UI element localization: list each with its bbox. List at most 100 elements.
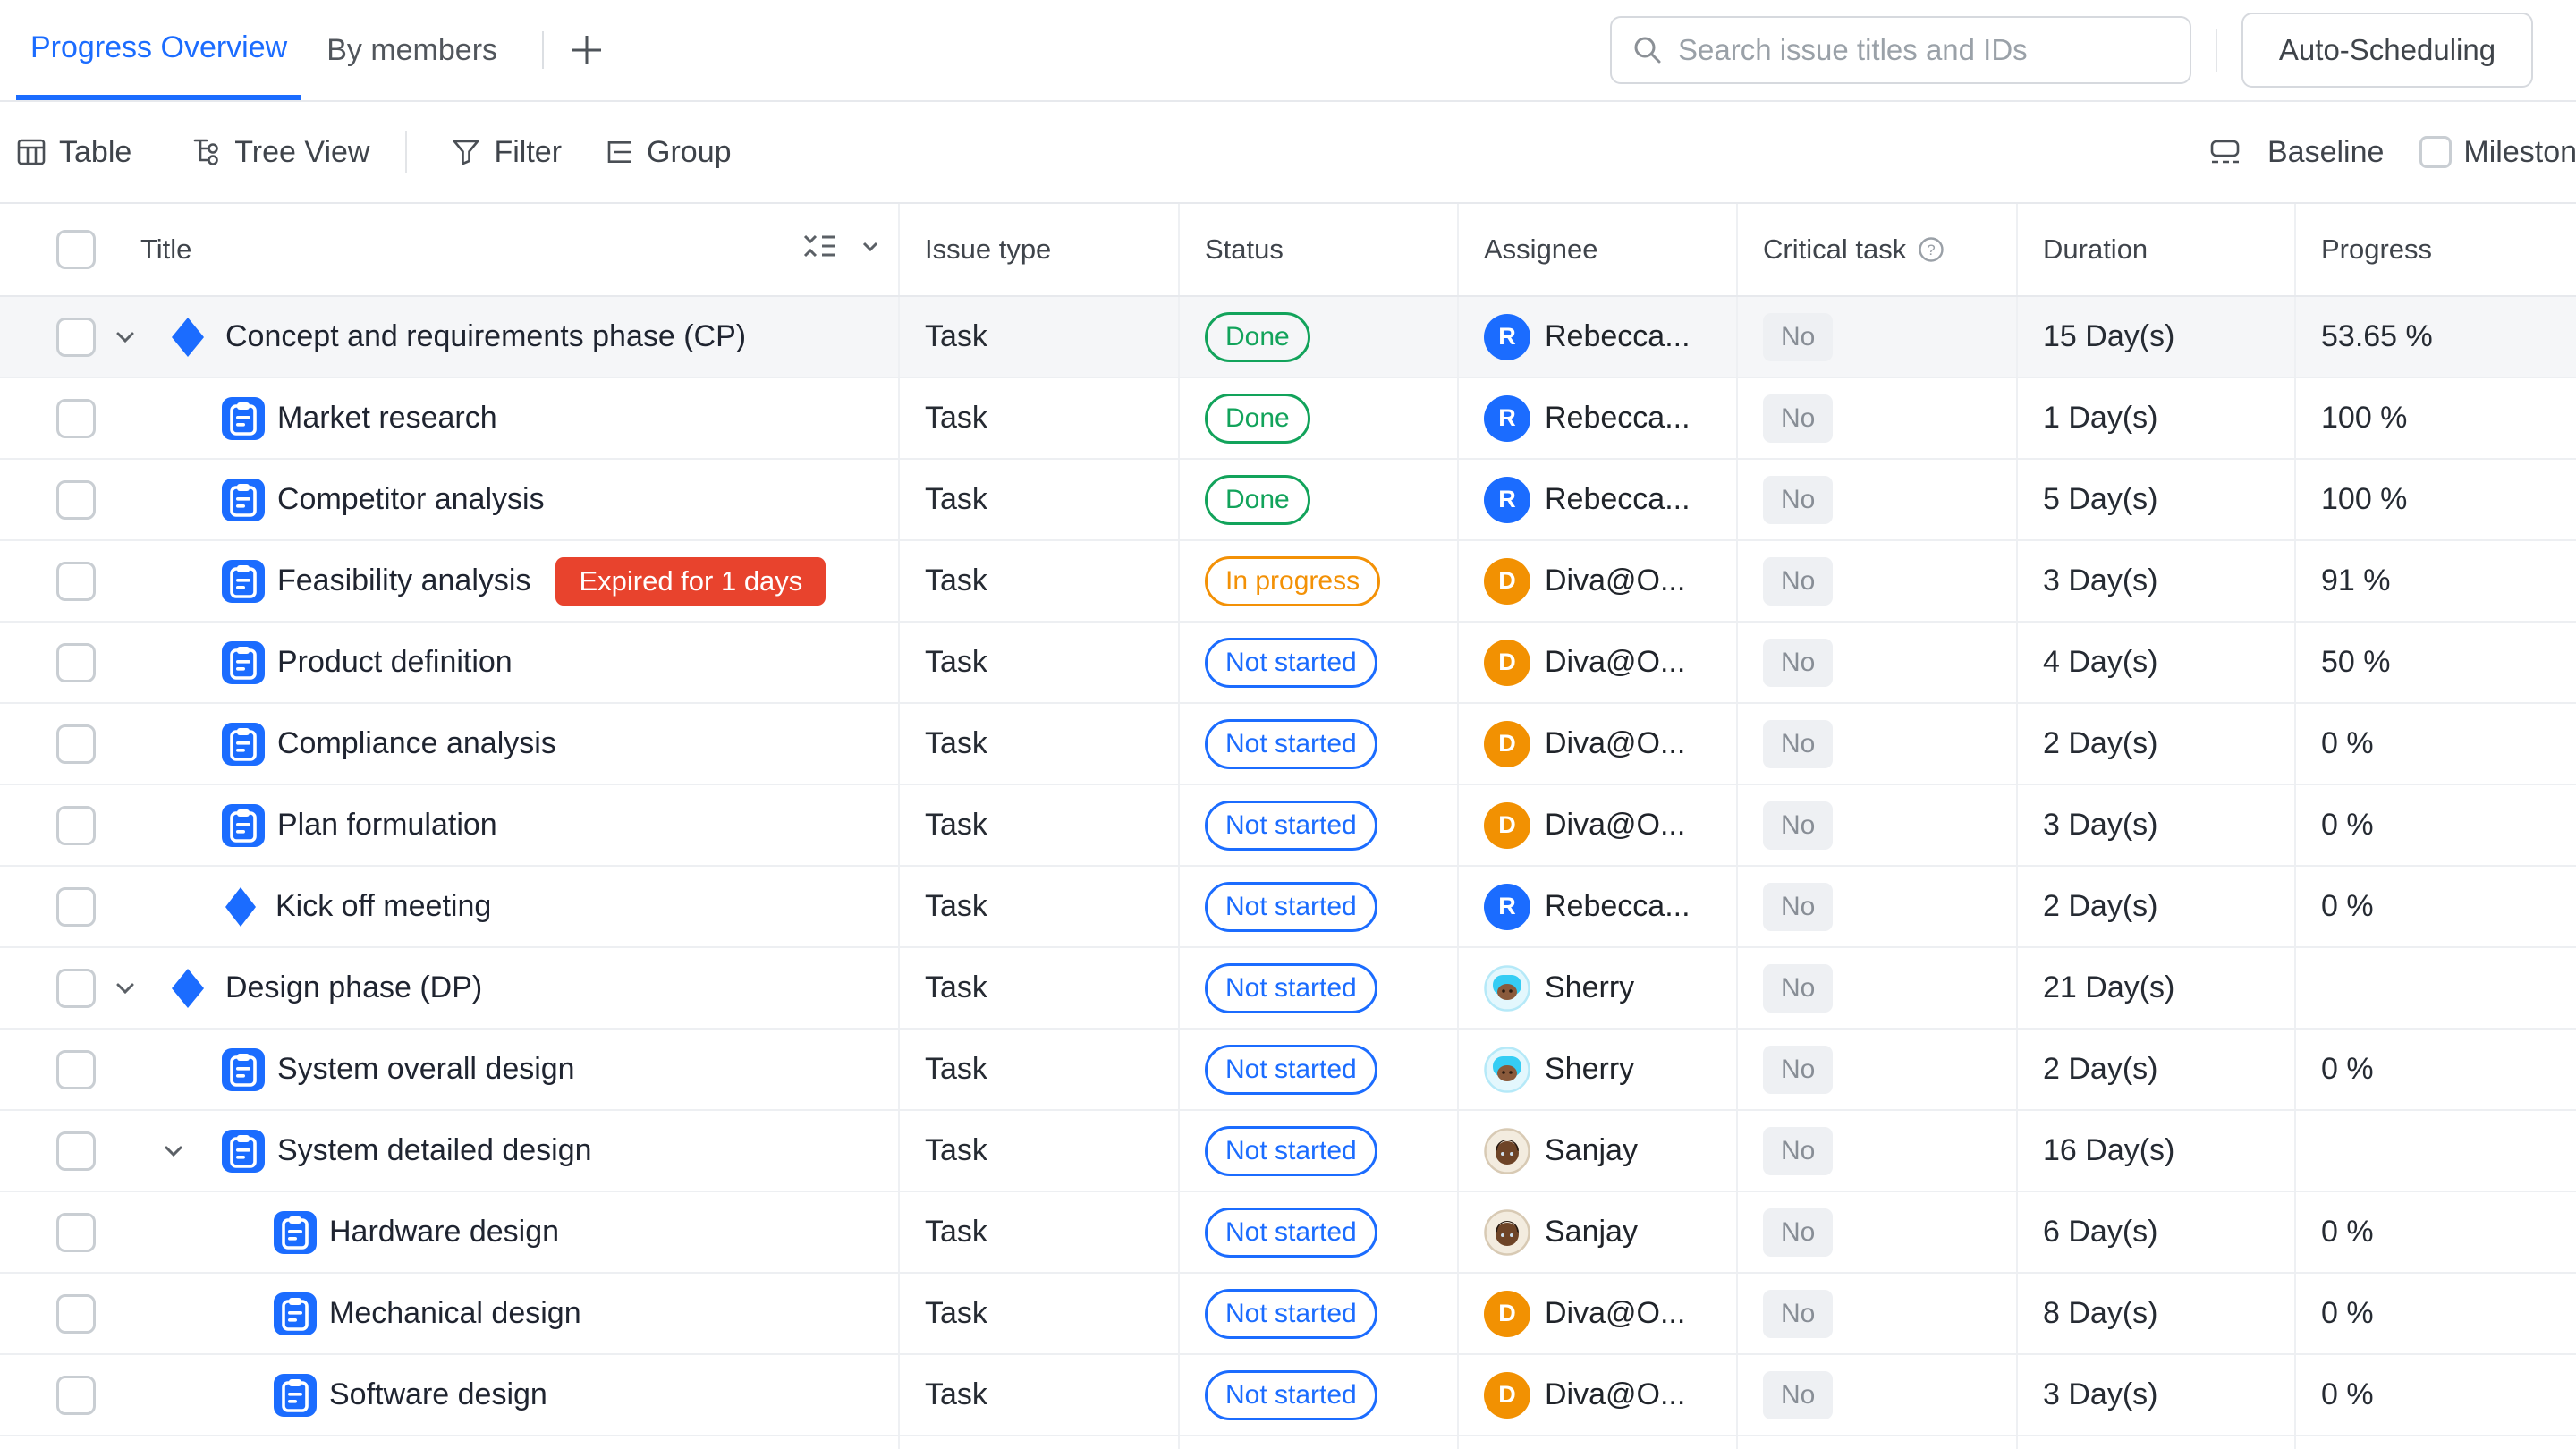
table-row: Compliance analysis Task Not started D D… <box>0 704 2576 785</box>
issue-title[interactable]: System detailed design <box>277 1133 592 1167</box>
row-expand-chevron[interactable] <box>109 321 141 353</box>
assignee-cell[interactable]: D Diva@O... <box>1459 1274 1738 1353</box>
issue-title[interactable]: Mechanical design <box>329 1296 581 1330</box>
issue-title[interactable]: System overall design <box>277 1052 575 1086</box>
status-cell: Done <box>1180 378 1459 458</box>
issue-type-cell: Task <box>900 867 1180 946</box>
auto-scheduling-button[interactable]: Auto-Scheduling <box>2241 13 2533 88</box>
status-chip[interactable]: Not started <box>1205 1207 1377 1258</box>
issue-title[interactable]: Compliance analysis <box>277 726 556 760</box>
issue-title[interactable]: Feasibility analysis <box>277 564 531 597</box>
search-input[interactable] <box>1678 33 2161 67</box>
row-checkbox[interactable] <box>56 398 96 438</box>
column-duration[interactable]: Duration <box>2018 204 2296 295</box>
status-chip[interactable]: Not started <box>1205 962 1377 1013</box>
assignee-cell[interactable]: Sanjay <box>1459 1192 1738 1272</box>
assignee-cell[interactable]: R Rebecca... <box>1459 867 1738 946</box>
row-checkbox[interactable] <box>56 1293 96 1334</box>
group-icon <box>607 141 631 163</box>
baseline-button[interactable]: Baseline <box>2208 135 2384 170</box>
table-view-button[interactable]: Table <box>15 135 131 170</box>
status-cell: Not started <box>1180 1192 1459 1272</box>
assignee-cell[interactable]: Sanjay <box>1459 1111 1738 1191</box>
row-checkbox[interactable] <box>56 1212 96 1252</box>
critical-task-cell: No <box>1738 1355 2018 1435</box>
issue-title[interactable]: Product definition <box>277 645 513 679</box>
issue-type-icon <box>168 315 208 360</box>
issue-title[interactable]: Competitor analysis <box>277 482 545 516</box>
row-checkbox[interactable] <box>56 968 96 1008</box>
table-row: Concept and requirements phase (CP) Task… <box>0 297 2576 378</box>
assignee-cell[interactable]: R Rebecca... <box>1459 297 1738 377</box>
filter-button[interactable]: Filter <box>450 135 562 170</box>
assignee-cell[interactable]: R Rebecca... <box>1459 378 1738 458</box>
milestone-checkbox[interactable] <box>2419 136 2453 168</box>
title-column-menu-chevron[interactable] <box>857 233 884 267</box>
issue-title[interactable]: Kick off meeting <box>275 889 492 923</box>
status-chip[interactable]: Done <box>1205 393 1310 444</box>
row-checkbox[interactable] <box>56 886 96 927</box>
issue-title[interactable]: Design phase (DP) <box>225 970 483 1004</box>
row-checkbox[interactable] <box>56 1131 96 1171</box>
duration-cell: 6 Day(s) <box>2018 1192 2296 1272</box>
assignee-cell[interactable]: D Diva@O... <box>1459 541 1738 621</box>
collapse-all-icon[interactable] <box>801 232 837 267</box>
assignee-cell[interactable]: Sherry <box>1459 1030 1738 1109</box>
issue-title[interactable]: Plan formulation <box>277 808 497 842</box>
issue-title[interactable]: Concept and requirements phase (CP) <box>225 319 747 353</box>
tree-view-button[interactable]: Tree View <box>191 135 369 170</box>
column-critical-task[interactable]: Critical task ? <box>1738 204 2018 295</box>
row-checkbox[interactable] <box>56 1375 96 1415</box>
issue-title[interactable]: Hardware design <box>329 1215 560 1249</box>
column-issue-type[interactable]: Issue type <box>900 204 1180 295</box>
status-chip[interactable]: In progress <box>1205 555 1381 606</box>
duration-cell: 2 Day(s) <box>2018 1030 2296 1109</box>
row-checkbox[interactable] <box>56 805 96 845</box>
assignee-name: Sanjay <box>1545 1133 1638 1167</box>
status-chip[interactable]: Not started <box>1205 1369 1377 1420</box>
status-chip[interactable]: Not started <box>1205 881 1377 932</box>
add-tab-button[interactable] <box>565 29 608 72</box>
status-cell: Not started <box>1180 1436 1459 1449</box>
table-row: Software design Task Not started D Diva@… <box>0 1355 2576 1436</box>
column-progress[interactable]: Progress <box>2321 233 2433 265</box>
assignee-cell[interactable]: D Diva@O... <box>1459 1355 1738 1435</box>
table-row: Feasibility analysis Expired for 1 days … <box>0 541 2576 623</box>
row-checkbox[interactable] <box>56 724 96 764</box>
select-all-checkbox[interactable] <box>56 230 96 269</box>
row-checkbox[interactable] <box>56 1049 96 1089</box>
table-row: Competitor analysis Task Done R Rebecca.… <box>0 460 2576 541</box>
help-icon[interactable]: ? <box>1917 235 1945 264</box>
title-cell: Feasibility analysis Expired for 1 days <box>0 541 900 621</box>
assignee-cell[interactable]: R Rebecca... <box>1459 460 1738 539</box>
status-chip[interactable]: Not started <box>1205 1125 1377 1176</box>
issue-title[interactable]: Software design <box>329 1377 547 1411</box>
column-assignee[interactable]: Assignee <box>1459 204 1738 295</box>
status-chip[interactable]: Not started <box>1205 637 1377 688</box>
status-chip[interactable]: Not started <box>1205 800 1377 851</box>
row-checkbox[interactable] <box>56 642 96 682</box>
row-checkbox[interactable] <box>56 317 96 357</box>
issue-title[interactable]: Market research <box>277 401 497 435</box>
row-checkbox[interactable] <box>56 561 96 601</box>
progress-cell: 100 % <box>2321 482 2408 516</box>
tab-progress-overview[interactable]: Progress Overview <box>16 0 302 100</box>
row-expand-chevron[interactable] <box>157 1135 190 1167</box>
status-chip[interactable]: Not started <box>1205 718 1377 769</box>
column-status[interactable]: Status <box>1180 204 1459 295</box>
assignee-cell[interactable]: D Diva@O... <box>1459 704 1738 784</box>
group-button[interactable]: Group <box>603 135 732 170</box>
assignee-cell[interactable]: D <box>1459 1436 1738 1449</box>
assignee-cell[interactable]: Sherry <box>1459 948 1738 1028</box>
status-chip[interactable]: Done <box>1205 311 1310 362</box>
tab-by-members[interactable]: By members <box>312 0 512 100</box>
assignee-cell[interactable]: D Diva@O... <box>1459 785 1738 865</box>
assignee-avatar: D <box>1484 1290 1530 1337</box>
status-chip[interactable]: Done <box>1205 474 1310 525</box>
status-chip[interactable]: Not started <box>1205 1044 1377 1095</box>
row-expand-chevron[interactable] <box>109 972 141 1004</box>
status-chip[interactable]: Not started <box>1205 1288 1377 1339</box>
status-cell: Not started <box>1180 948 1459 1028</box>
row-checkbox[interactable] <box>56 479 96 520</box>
assignee-cell[interactable]: D Diva@O... <box>1459 623 1738 702</box>
